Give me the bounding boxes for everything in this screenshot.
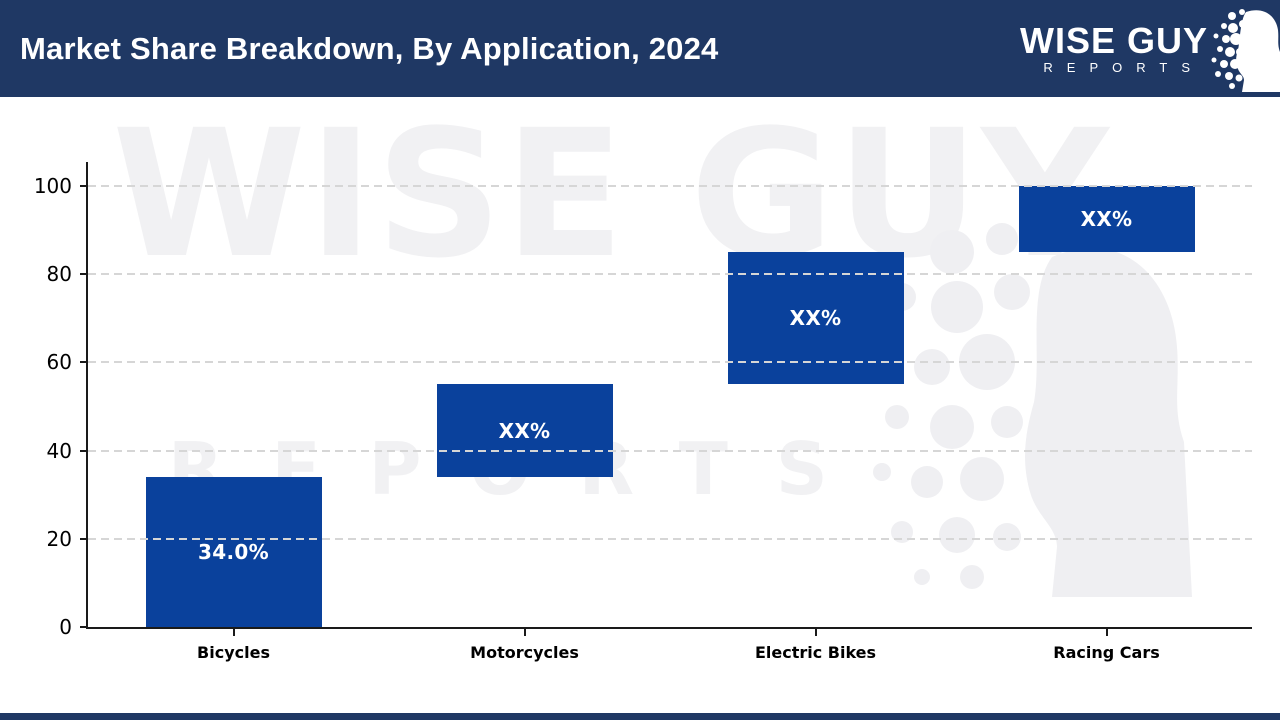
bar-motorcycles: XX% bbox=[436, 384, 613, 478]
y-tick-60 bbox=[80, 361, 88, 364]
y-tick-label-80: 80 bbox=[46, 262, 72, 287]
y-tick-label-100: 100 bbox=[33, 174, 72, 198]
x-category-label: Electric Bikes bbox=[754, 643, 877, 662]
footer-band bbox=[0, 713, 1280, 720]
wise-guy-logo: WISE GUY REPORTS bbox=[1020, 0, 1280, 97]
logo-face-icon bbox=[1211, 9, 1280, 92]
y-tick-40 bbox=[80, 449, 88, 452]
y-tick-80 bbox=[80, 273, 88, 276]
y-tick-label-0: 0 bbox=[59, 615, 72, 639]
x-tick-3 bbox=[1105, 627, 1108, 636]
gridline-100 bbox=[88, 185, 1252, 187]
y-axis-line bbox=[86, 162, 88, 629]
bar-value-label: XX% bbox=[789, 306, 842, 331]
logo-subtitle: REPORTS bbox=[1043, 60, 1204, 75]
gridline-80 bbox=[88, 273, 1252, 276]
bar-value-label: XX% bbox=[1080, 207, 1133, 232]
bar-bicycles: 34.0% bbox=[145, 477, 322, 627]
bar-electric-bikes: XX% bbox=[727, 252, 904, 385]
bar-value-label: XX% bbox=[498, 418, 551, 443]
y-tick-20 bbox=[80, 537, 88, 540]
y-tick-label-20: 20 bbox=[46, 526, 72, 551]
x-tick-2 bbox=[814, 627, 817, 636]
chart-area: WISE GUY REPORTS 02040608010034.0%Bicycl… bbox=[0, 92, 1280, 713]
x-category-label: Racing Cars bbox=[1053, 643, 1160, 662]
x-category-label: Motorcycles bbox=[470, 643, 579, 662]
bar-racing-cars: XX% bbox=[1018, 186, 1195, 253]
bar-value-label: 34.0% bbox=[198, 540, 269, 565]
x-axis-line bbox=[86, 627, 1252, 629]
gridline-60 bbox=[88, 361, 1252, 364]
y-tick-label-60: 60 bbox=[46, 350, 72, 375]
logo-wordmark: WISE GUY bbox=[1019, 20, 1208, 61]
header-band: Market Share Breakdown, By Application, … bbox=[0, 0, 1280, 97]
gridline-20 bbox=[88, 537, 1252, 540]
y-tick-100 bbox=[80, 185, 88, 187]
y-tick-0 bbox=[80, 626, 88, 628]
y-tick-label-40: 40 bbox=[46, 438, 72, 463]
gridline-40 bbox=[88, 449, 1252, 452]
x-tick-0 bbox=[232, 627, 235, 636]
page-title: Market Share Breakdown, By Application, … bbox=[20, 30, 719, 66]
x-category-label: Bicycles bbox=[197, 643, 270, 662]
x-tick-1 bbox=[523, 627, 526, 636]
